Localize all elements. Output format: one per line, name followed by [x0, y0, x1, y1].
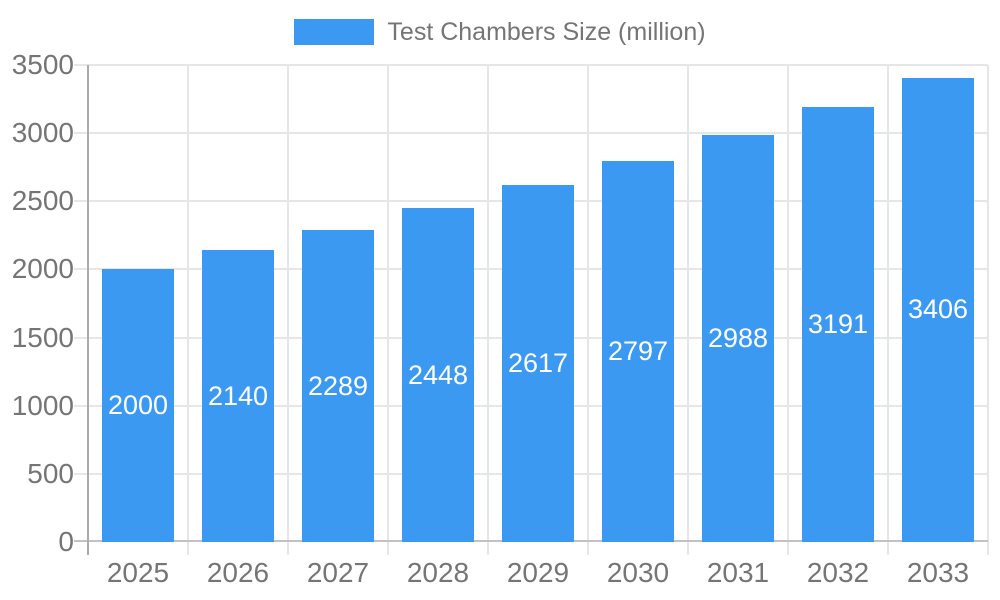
plot-area: 2000 2140 2289 2448 2617 2797 2988 3191 3406: [74, 64, 989, 555]
bar-value-label: 2140: [207, 380, 269, 411]
category-separator: [487, 65, 489, 555]
x-axis-tick-label: 2025: [106, 557, 170, 588]
bar-2032: 3191: [802, 107, 874, 542]
x-axis-tick-label: 2028: [406, 557, 470, 588]
y-axis-tick-label: 1000: [11, 389, 74, 421]
gridline: [74, 64, 988, 66]
y-axis-tick-label: 0: [58, 526, 74, 557]
y-axis-tick-label: 2500: [11, 185, 74, 217]
y-axis-tick-label: 1500: [11, 321, 74, 353]
legend-item[interactable]: Test Chambers Size (million): [294, 17, 706, 47]
y-axis-line: [87, 65, 89, 555]
bar-2030: 2797: [602, 160, 674, 542]
category-separator: [187, 65, 189, 555]
category-separator: [987, 65, 989, 555]
bar-value-label: 2797: [607, 335, 669, 366]
bar-2031: 2988: [702, 134, 774, 542]
bar-value-label: 2988: [707, 322, 769, 353]
y-axis-tick-label: 3000: [11, 117, 74, 149]
x-axis-tick-label: 2031: [706, 557, 770, 588]
bar-2027: 2289: [302, 230, 374, 542]
category-separator: [787, 65, 789, 555]
bar-value-label: 2448: [407, 359, 469, 390]
legend-label: Test Chambers Size (million): [387, 17, 706, 46]
bar-value-label: 2000: [107, 390, 169, 421]
gridline: [74, 132, 988, 135]
bar-2028: 2448: [402, 208, 474, 542]
legend: Test Chambers Size (million): [0, 17, 1000, 47]
y-axis-tick-label: 500: [27, 457, 74, 489]
bar-2026: 2140: [202, 250, 274, 542]
bar-2025: 2000: [102, 269, 174, 542]
bar-2029: 2617: [502, 185, 574, 542]
bar-2033: 3406: [902, 77, 974, 542]
bar-value-label: 3191: [807, 309, 869, 340]
x-axis-tick-label: 2026: [206, 557, 270, 588]
x-axis-tick-label: 2027: [306, 557, 370, 588]
category-separator: [587, 65, 589, 555]
x-axis-tick-label: 2033: [906, 557, 970, 588]
x-axis-tick-label: 2029: [506, 557, 570, 588]
legend-swatch: [294, 19, 375, 45]
y-axis-tick-label: 3500: [11, 49, 74, 80]
category-separator: [387, 65, 389, 555]
category-separator: [887, 65, 889, 555]
y-axis-tick-label: 2000: [11, 253, 74, 285]
x-axis-tick-label: 2032: [806, 557, 870, 588]
x-axis-tick-label: 2030: [606, 557, 670, 588]
category-separator: [287, 65, 289, 555]
category-separator: [687, 65, 689, 555]
bar-value-label: 2617: [507, 348, 569, 379]
bar-value-label: 3406: [907, 294, 969, 325]
bar-value-label: 2289: [307, 370, 369, 401]
